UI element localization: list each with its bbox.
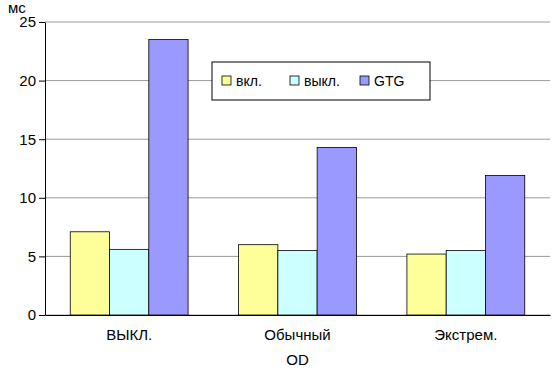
bar: [446, 251, 485, 315]
x-axis-line: [46, 315, 551, 316]
bar: [149, 40, 188, 315]
y-tick-label: 20: [19, 72, 36, 89]
y-tick-label: 10: [19, 189, 36, 206]
x-axis: ВЫКЛ. Обычный Экстрем.: [46, 315, 551, 343]
x-tick-label: Экстрем.: [434, 326, 497, 343]
legend-label: GTG: [374, 73, 404, 89]
bar: [278, 251, 317, 315]
grid-line: [45, 22, 550, 23]
chart: 0510152025ВЫКЛ.ОбычныйЭкстрем.ODмсвкл.вы…: [0, 0, 554, 371]
legend-swatch: [290, 76, 299, 85]
y-tick: 20: [19, 72, 45, 89]
y-tick-mark: [39, 198, 45, 199]
y-tick-label: 5: [28, 248, 36, 265]
y-tick-mark: [39, 315, 45, 316]
y-tick-mark: [39, 81, 45, 82]
legend-swatch: [222, 76, 231, 85]
x-tick-label: ВЫКЛ.: [106, 326, 152, 343]
bar: [239, 245, 278, 315]
bar: [407, 254, 446, 315]
y-axis: 0510152025: [19, 13, 45, 323]
y-tick-mark: [39, 256, 45, 257]
y-axis-line: [45, 23, 46, 316]
y-tick-label: 0: [28, 306, 36, 323]
y-tick: 10: [19, 189, 45, 206]
bar: [485, 176, 524, 315]
legend-label: вкл.: [236, 73, 262, 89]
grid-line: [45, 197, 550, 198]
x-tick-label: Обычный: [264, 326, 330, 343]
grid-line: [45, 139, 550, 140]
x-tick: Экстрем.: [434, 315, 497, 343]
y-tick: 0: [28, 306, 45, 323]
y-tick-label: 15: [19, 131, 36, 148]
x-tick: Обычный: [264, 315, 330, 343]
bars: [70, 40, 525, 315]
x-tick: ВЫКЛ.: [106, 315, 152, 343]
legend-swatch: [360, 76, 369, 85]
bar: [110, 249, 149, 315]
y-axis-title: мс: [8, 0, 26, 16]
y-tick: 5: [28, 248, 45, 265]
x-axis-title: OD: [286, 351, 309, 368]
grid: [45, 22, 550, 315]
y-tick-mark: [39, 22, 45, 23]
bar: [317, 147, 356, 315]
legend: вкл. выкл. GTG: [212, 62, 430, 100]
y-tick: 15: [19, 131, 45, 148]
legend-box: [212, 62, 430, 100]
bar: [70, 232, 109, 315]
legend-label: выкл.: [304, 73, 340, 89]
y-tick-mark: [39, 139, 45, 140]
